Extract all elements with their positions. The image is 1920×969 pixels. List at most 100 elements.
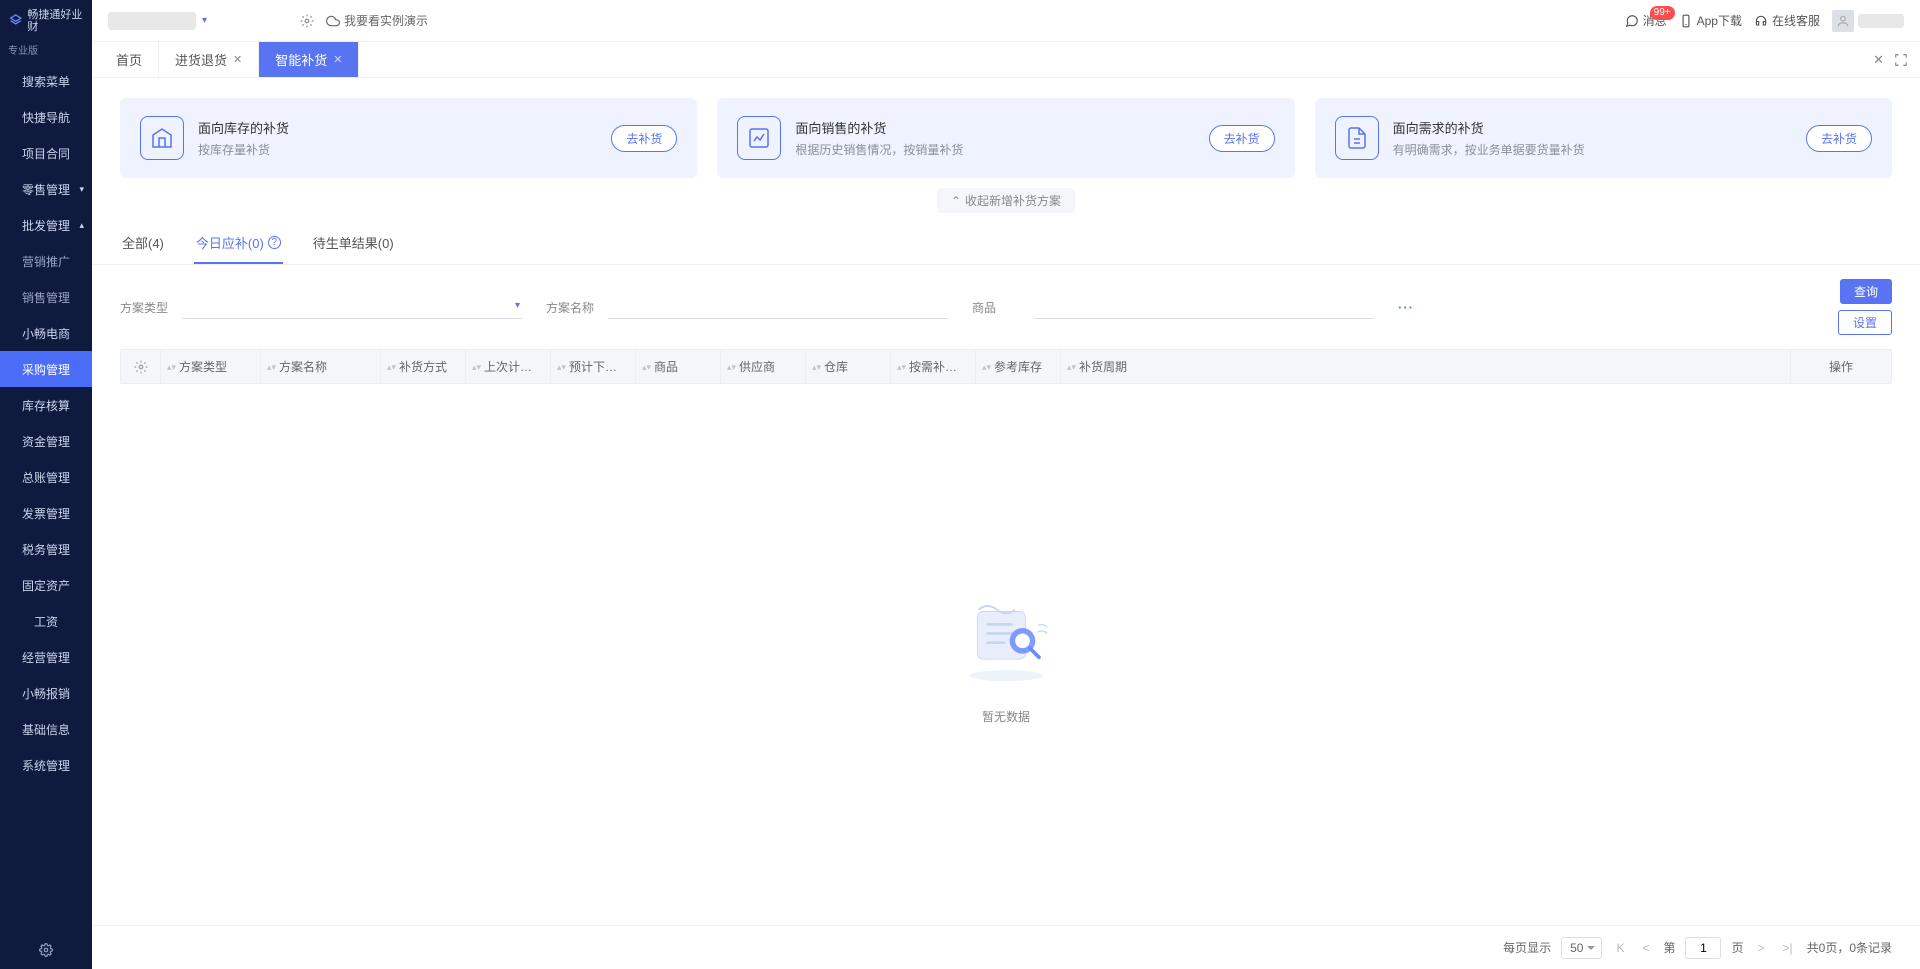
per-page-select[interactable]: 50 — [1561, 937, 1602, 959]
sidebar-item-inventory[interactable]: 库存核算 — [0, 387, 92, 423]
sidebar-item-system[interactable]: 系统管理 — [0, 747, 92, 783]
subtab-all[interactable]: 全部(4) — [120, 223, 166, 264]
plan-type-select[interactable] — [182, 296, 522, 319]
more-filters-button[interactable]: ··· — [1398, 300, 1414, 315]
collapse-label: 收起新增补货方案 — [965, 192, 1061, 209]
th-restock-cycle[interactable]: ▴▾补货周期 — [1061, 350, 1791, 383]
close-icon[interactable]: ✕ — [333, 53, 342, 66]
close-icon[interactable]: ✕ — [233, 53, 242, 66]
column-settings-button[interactable] — [121, 350, 161, 383]
demo-link[interactable]: 我要看实例演示 — [326, 12, 428, 29]
app-download-button[interactable]: App下载 — [1679, 12, 1742, 29]
th-warehouse[interactable]: ▴▾仓库 — [806, 350, 891, 383]
th-supplier[interactable]: ▴▾供应商 — [721, 350, 806, 383]
empty-illustration-icon — [951, 584, 1061, 694]
sidebar-footer — [0, 929, 92, 969]
th-ref-stock[interactable]: ▴▾参考库存 — [976, 350, 1061, 383]
first-page-button[interactable]: K — [1612, 939, 1628, 957]
headset-icon — [1754, 13, 1768, 28]
filter-label: 商品 — [972, 299, 1026, 316]
sort-icon: ▴▾ — [642, 364, 651, 370]
messages-button[interactable]: 消息 99+ — [1625, 12, 1667, 29]
filter-actions: 查询 设置 — [1838, 279, 1892, 335]
go-restock-button[interactable]: 去补货 — [1209, 125, 1275, 152]
sidebar-item-retail[interactable]: 零售管理▾ — [0, 171, 92, 207]
page-suffix: 页 — [1731, 939, 1743, 956]
sidebar-item-salary[interactable]: 工资 — [0, 603, 92, 639]
go-restock-button[interactable]: 去补货 — [611, 125, 677, 152]
sort-icon: ▴▾ — [557, 364, 566, 370]
sidebar-item-purchase[interactable]: 采购管理 — [0, 351, 92, 387]
sidebar-item-quicknav[interactable]: 快捷导航 — [0, 99, 92, 135]
tab-home[interactable]: 首页 — [100, 42, 159, 77]
th-ondemand[interactable]: ▴▾按需补… — [891, 350, 976, 383]
close-all-tabs-icon[interactable]: ✕ — [1873, 52, 1884, 68]
cloud-icon — [326, 13, 340, 28]
th-restock-method[interactable]: ▴▾补货方式 — [381, 350, 466, 383]
prev-page-button[interactable]: < — [1638, 939, 1653, 957]
card-desc: 按库存量补货 — [198, 141, 597, 158]
topbar: XXXX ▾ 我要看实例演示 消息 99+ App下载 在线 — [92, 0, 1920, 42]
main-area: XXXX ▾ 我要看实例演示 消息 99+ App下载 在线 — [92, 0, 1920, 969]
sidebar-item-invoice[interactable]: 发票管理 — [0, 495, 92, 531]
sidebar-item-wholesale[interactable]: 批发管理▴ — [0, 207, 92, 243]
pagination: 每页显示 50 K < 第 页 > >| 共0页，0条记录 — [92, 925, 1920, 969]
plan-name-input[interactable] — [608, 296, 948, 319]
card-desc: 有明确需求，按业务单据要货量补货 — [1393, 141, 1792, 158]
filter-plan-name: 方案名称 — [546, 296, 948, 319]
content-area: 面向库存的补货 按库存量补货 去补货 面向销售的补货 根据历史销售情况，按销量补… — [92, 78, 1920, 969]
settings-icon[interactable] — [39, 941, 53, 957]
subtab-today[interactable]: 今日应补(0)? — [194, 223, 283, 264]
sort-icon: ▴▾ — [387, 364, 396, 370]
sidebar-item-project[interactable]: 项目合同 — [0, 135, 92, 171]
customer-service-button[interactable]: 在线客服 — [1754, 12, 1820, 29]
user-name-masked — [1858, 14, 1904, 28]
collapse-cards-button[interactable]: ⌃ 收起新增补货方案 — [937, 188, 1075, 213]
avatar-icon — [1832, 10, 1854, 32]
sidebar-item-operation[interactable]: 经营管理 — [0, 639, 92, 675]
th-next-est[interactable]: ▴▾预计下… — [551, 350, 636, 383]
mobile-icon — [1679, 13, 1693, 28]
next-page-button[interactable]: > — [1754, 939, 1769, 957]
double-chevron-up-icon: ⌃ — [951, 194, 961, 208]
last-page-button[interactable]: >| — [1779, 939, 1797, 957]
warehouse-icon — [140, 116, 184, 160]
help-icon[interactable]: ? — [268, 236, 281, 249]
sidebar-item-expense[interactable]: 小畅报销 — [0, 675, 92, 711]
sidebar: 畅捷通好业财 专业版 搜索菜单 快捷导航 项目合同 零售管理▾ 批发管理▴ 营销… — [0, 0, 92, 969]
fullscreen-icon[interactable] — [1894, 52, 1908, 68]
th-plan-name[interactable]: ▴▾方案名称 — [261, 350, 381, 383]
customer-service-label: 在线客服 — [1772, 12, 1820, 29]
sidebar-item-tax[interactable]: 税务管理 — [0, 531, 92, 567]
sidebar-item-ledger[interactable]: 总账管理 — [0, 459, 92, 495]
empty-text: 暂无数据 — [982, 708, 1030, 725]
th-goods[interactable]: ▴▾商品 — [636, 350, 721, 383]
sidebar-item-funds[interactable]: 资金管理 — [0, 423, 92, 459]
th-plan-type[interactable]: ▴▾方案类型 — [161, 350, 261, 383]
sidebar-item-basedata[interactable]: 基础信息 — [0, 711, 92, 747]
th-last-calc[interactable]: ▴▾上次计… — [466, 350, 551, 383]
tab-smart-restock[interactable]: 智能补货✕ — [259, 42, 359, 77]
sidebar-item-ecommerce[interactable]: 小畅电商 — [0, 315, 92, 351]
settings-button[interactable]: 设置 — [1838, 310, 1892, 335]
goods-input[interactable] — [1034, 296, 1374, 319]
card-stock-based: 面向库存的补货 按库存量补货 去补货 — [120, 98, 697, 178]
chevron-down-icon: ▾ — [202, 15, 207, 26]
user-menu[interactable] — [1832, 10, 1904, 32]
org-settings-icon[interactable] — [300, 13, 314, 29]
query-button[interactable]: 查询 — [1840, 279, 1892, 304]
sort-icon: ▴▾ — [812, 364, 821, 370]
tab-return[interactable]: 进货退货✕ — [159, 42, 259, 77]
sidebar-item-assets[interactable]: 固定资产 — [0, 567, 92, 603]
sidebar-menu: 搜索菜单 快捷导航 项目合同 零售管理▾ 批发管理▴ 营销推广 销售管理 小畅电… — [0, 63, 92, 929]
subtab-pending[interactable]: 待生单结果(0) — [311, 223, 396, 264]
sidebar-item-search[interactable]: 搜索菜单 — [0, 63, 92, 99]
sidebar-item-marketing[interactable]: 营销推广 — [0, 243, 92, 279]
page-number-input[interactable] — [1685, 937, 1721, 959]
per-page-label: 每页显示 — [1503, 939, 1551, 956]
org-selector[interactable]: XXXX ▾ — [108, 12, 288, 30]
filters-row: 方案类型 ▾ 方案名称 商品 ··· 查询 — [92, 265, 1920, 349]
messages-badge: 99+ — [1650, 6, 1675, 20]
go-restock-button[interactable]: 去补货 — [1806, 125, 1872, 152]
sidebar-item-sales[interactable]: 销售管理 — [0, 279, 92, 315]
